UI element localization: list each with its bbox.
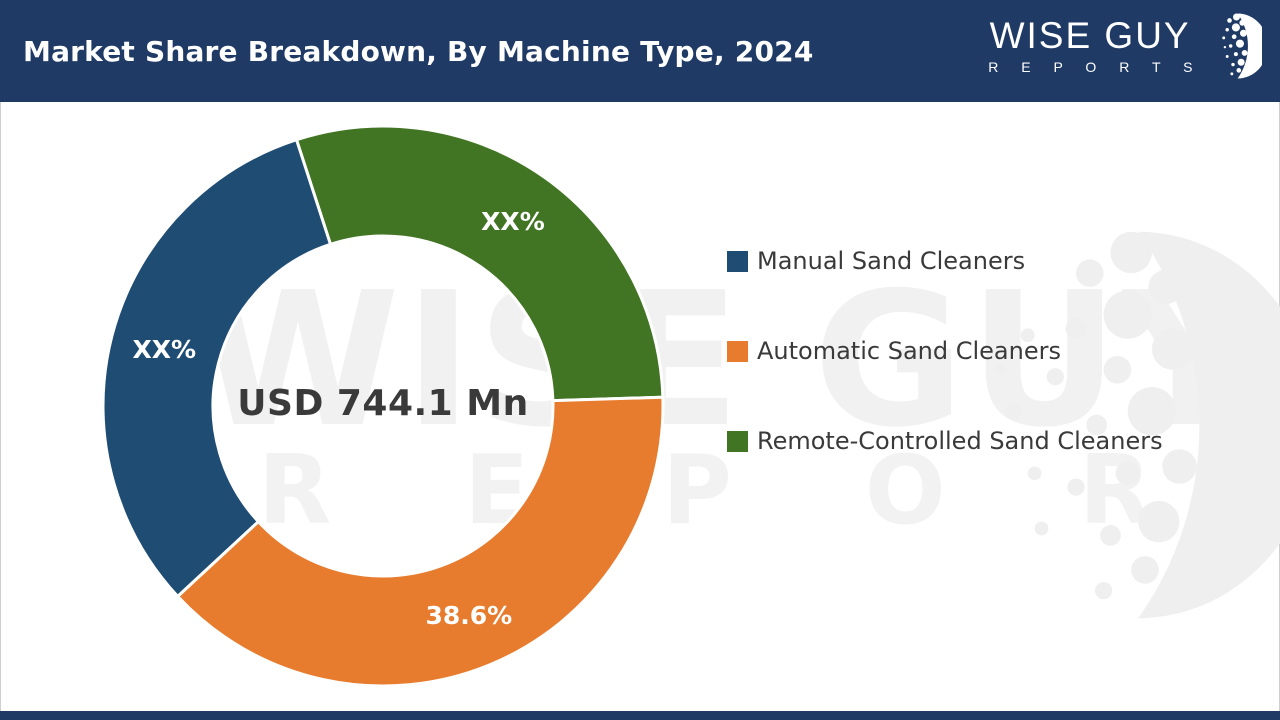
legend-item-automatic: Automatic Sand Cleaners (727, 336, 1163, 366)
slice-value-label: XX% (481, 207, 545, 236)
legend-label: Remote-Controlled Sand Cleaners (757, 427, 1163, 455)
donut-chart: XX% 38.6% XX% (101, 124, 665, 688)
logo-text: WISE GUY R E P O R T S (978, 16, 1202, 76)
legend-label: Manual Sand Cleaners (757, 247, 1026, 275)
legend-label: Automatic Sand Cleaners (757, 337, 1061, 365)
dotted-face-icon (1222, 13, 1262, 79)
donut-slice-2 (175, 395, 665, 688)
donut-slice-3 (101, 137, 333, 599)
legend-item-remote: Remote-Controlled Sand Cleaners (727, 426, 1163, 456)
chart-legend: Manual Sand Cleaners Automatic Sand Clea… (727, 246, 1163, 516)
wise-guy-reports-logo: WISE GUY R E P O R T S (978, 10, 1262, 82)
legend-item-manual: Manual Sand Cleaners (727, 246, 1163, 276)
chart-center-value: USD 744.1 Mn (237, 383, 529, 424)
logo-wordmark: WISE GUY (989, 15, 1191, 56)
slice-value-label: 38.6% (425, 601, 512, 630)
legend-swatch-blue (727, 250, 748, 272)
header-bar: Market Share Breakdown, By Machine Type,… (0, 0, 1280, 102)
footer-bar (0, 711, 1280, 720)
legend-swatch-orange (727, 340, 748, 362)
legend-swatch-green (727, 430, 748, 452)
logo-subtitle: R E P O R T S (988, 59, 1202, 75)
slice-value-label: XX% (132, 335, 196, 364)
donut-slice-1 (294, 124, 665, 403)
page-title: Market Share Breakdown, By Machine Type,… (23, 34, 814, 68)
